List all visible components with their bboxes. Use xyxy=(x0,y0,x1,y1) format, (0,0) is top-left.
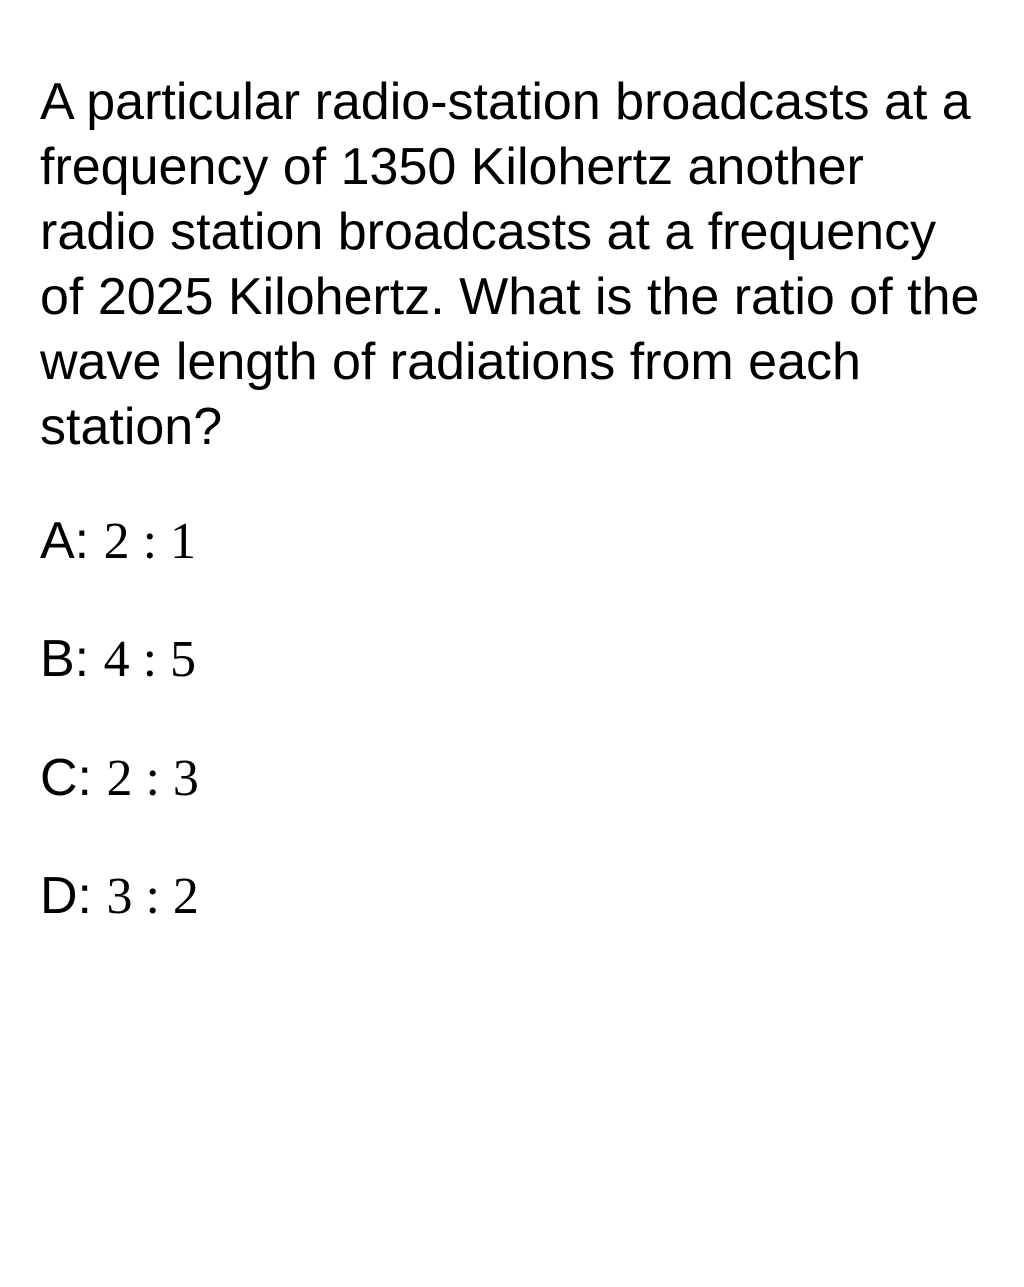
option-d: D: 3 : 2 xyxy=(40,865,984,928)
option-b: B: 4 : 5 xyxy=(40,628,984,691)
option-a: A: 2 : 1 xyxy=(40,510,984,573)
option-c-label: C: xyxy=(40,749,92,807)
option-a-value: 2 : 1 xyxy=(104,513,196,570)
options-list: A: 2 : 1 B: 4 : 5 C: 2 : 3 D: 3 : 2 xyxy=(40,510,984,929)
option-a-label: A: xyxy=(40,512,89,570)
option-c: C: 2 : 3 xyxy=(40,747,984,810)
option-c-value: 2 : 3 xyxy=(106,750,198,807)
option-d-label: D: xyxy=(40,867,92,925)
question-text: A particular radio-station broadcasts at… xyxy=(40,70,984,460)
option-d-value: 3 : 2 xyxy=(106,868,198,925)
option-b-value: 4 : 5 xyxy=(104,631,196,688)
option-b-label: B: xyxy=(40,630,89,688)
